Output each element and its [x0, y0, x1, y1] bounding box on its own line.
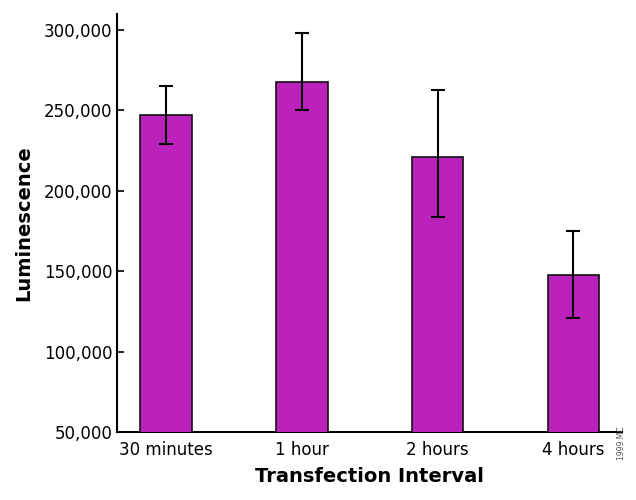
- Bar: [412, 157, 464, 500]
- Y-axis label: Luminescence: Luminescence: [14, 146, 33, 301]
- X-axis label: Transfection Interval: Transfection Interval: [255, 467, 484, 486]
- Text: 1999 MC: 1999 MC: [618, 426, 626, 460]
- Bar: [141, 116, 192, 500]
- Bar: [276, 82, 328, 500]
- Bar: [548, 274, 599, 500]
